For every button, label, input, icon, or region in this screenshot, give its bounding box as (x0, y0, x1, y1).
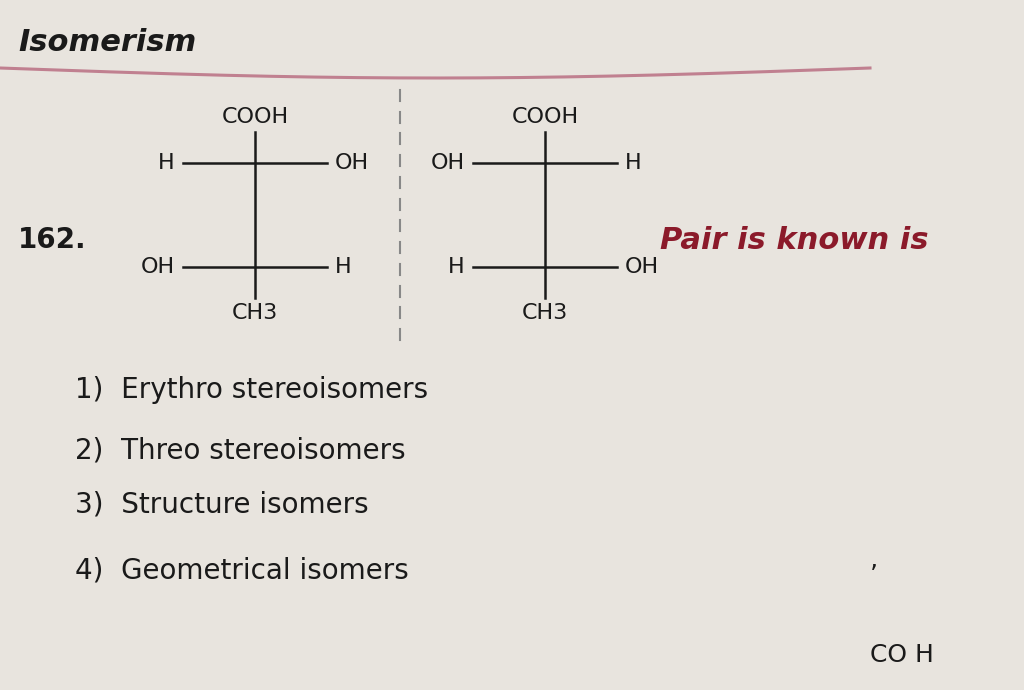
Text: H: H (159, 153, 175, 173)
Text: 1)  Erythro stereoisomers: 1) Erythro stereoisomers (75, 376, 428, 404)
Text: CH3: CH3 (231, 303, 279, 323)
Text: H: H (625, 153, 642, 173)
Text: COOH: COOH (511, 107, 579, 127)
Text: ʼ: ʼ (870, 563, 878, 587)
Text: Pair is known is: Pair is known is (660, 226, 929, 255)
Text: H: H (449, 257, 465, 277)
Text: OH: OH (141, 257, 175, 277)
Text: 162.: 162. (18, 226, 87, 254)
Text: COOH: COOH (221, 107, 289, 127)
Text: Isomerism: Isomerism (18, 28, 197, 57)
Text: H: H (335, 257, 351, 277)
Text: 3)  Structure isomers: 3) Structure isomers (75, 491, 369, 519)
Text: 2)  Threo stereoisomers: 2) Threo stereoisomers (75, 436, 406, 464)
Text: CO H: CO H (870, 643, 934, 667)
Text: OH: OH (335, 153, 369, 173)
Text: OH: OH (431, 153, 465, 173)
Text: CH3: CH3 (522, 303, 568, 323)
Text: OH: OH (625, 257, 659, 277)
Text: 4)  Geometrical isomers: 4) Geometrical isomers (75, 556, 409, 584)
